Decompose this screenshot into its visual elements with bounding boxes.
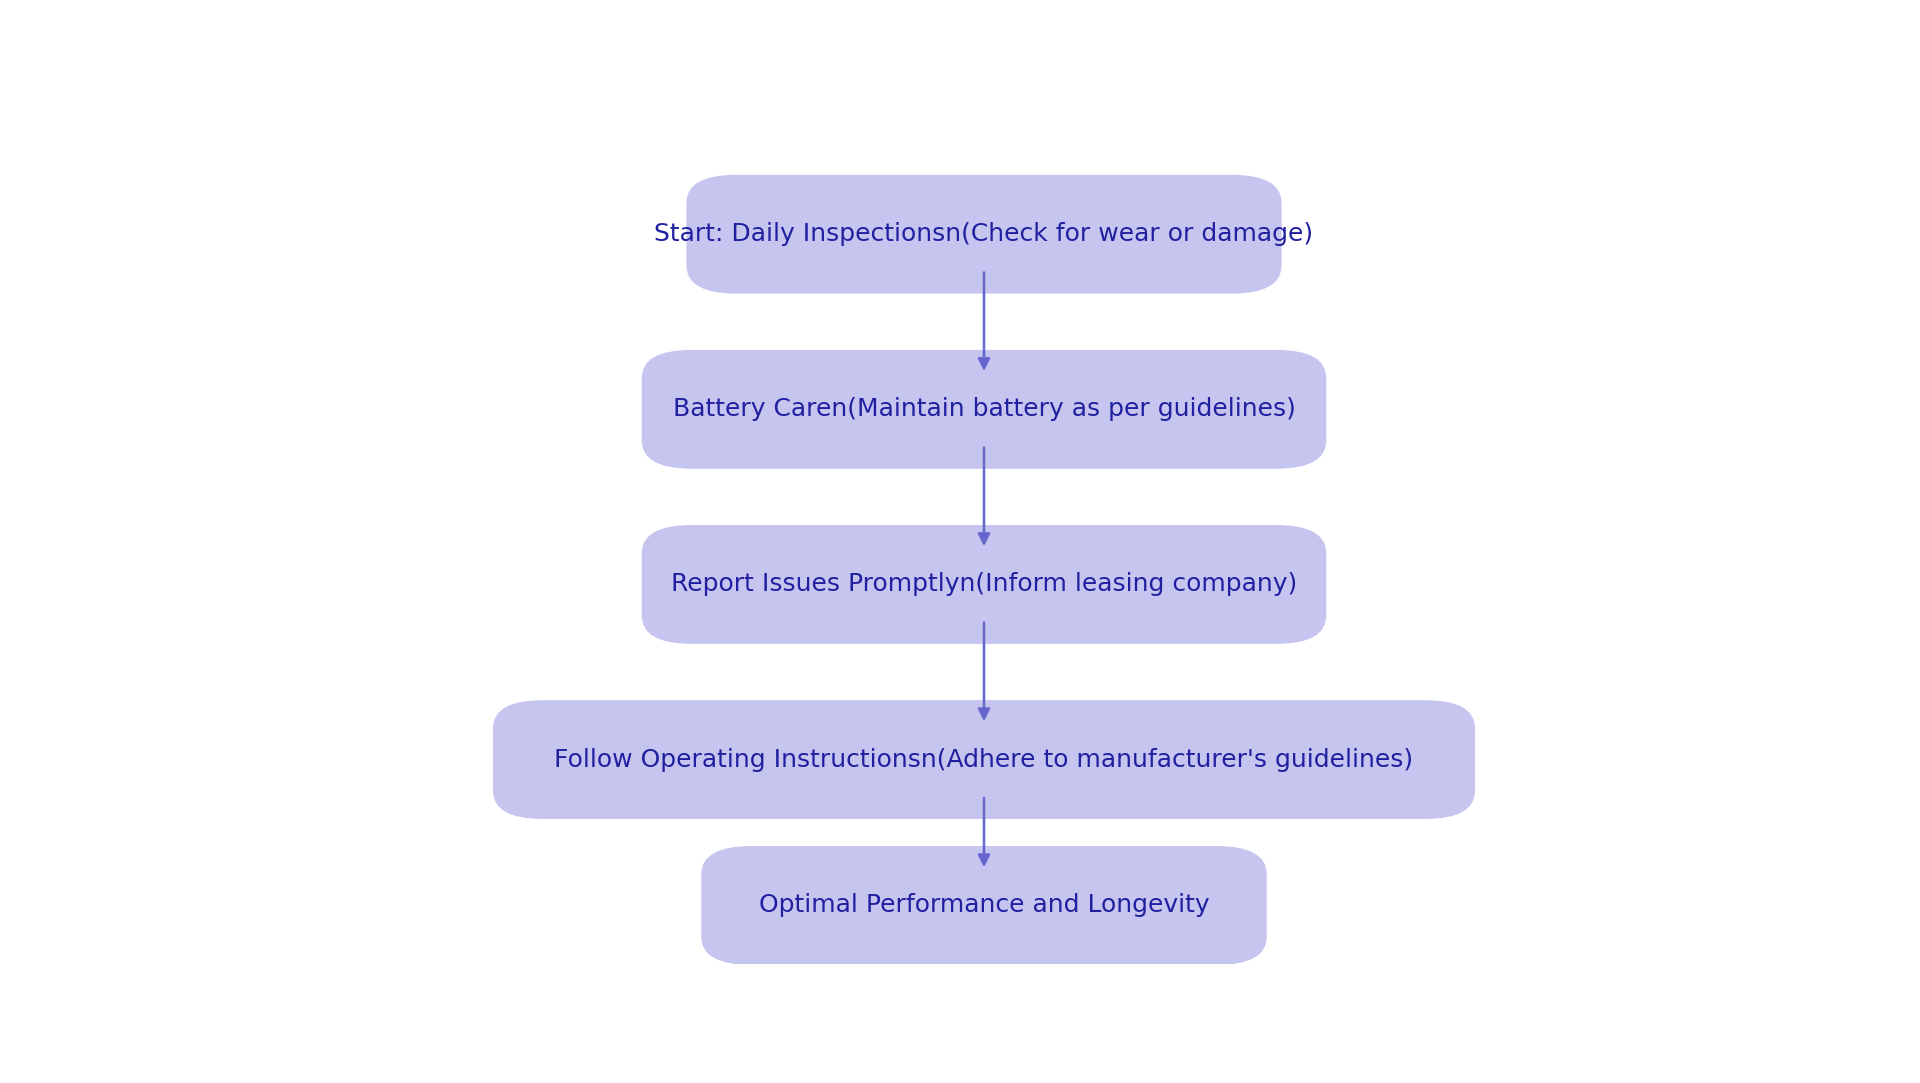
FancyBboxPatch shape [641,525,1327,644]
Text: Start: Daily Inspectionsn(Check for wear or damage): Start: Daily Inspectionsn(Check for wear… [655,222,1313,246]
Text: Battery Caren(Maintain battery as per guidelines): Battery Caren(Maintain battery as per gu… [672,397,1296,421]
FancyBboxPatch shape [701,846,1267,965]
Text: Report Issues Promptlyn(Inform leasing company): Report Issues Promptlyn(Inform leasing c… [670,573,1298,597]
Text: Optimal Performance and Longevity: Optimal Performance and Longevity [758,893,1210,917]
FancyBboxPatch shape [687,174,1283,293]
FancyBboxPatch shape [641,350,1327,469]
FancyBboxPatch shape [493,700,1475,819]
Text: Follow Operating Instructionsn(Adhere to manufacturer's guidelines): Follow Operating Instructionsn(Adhere to… [555,747,1413,771]
